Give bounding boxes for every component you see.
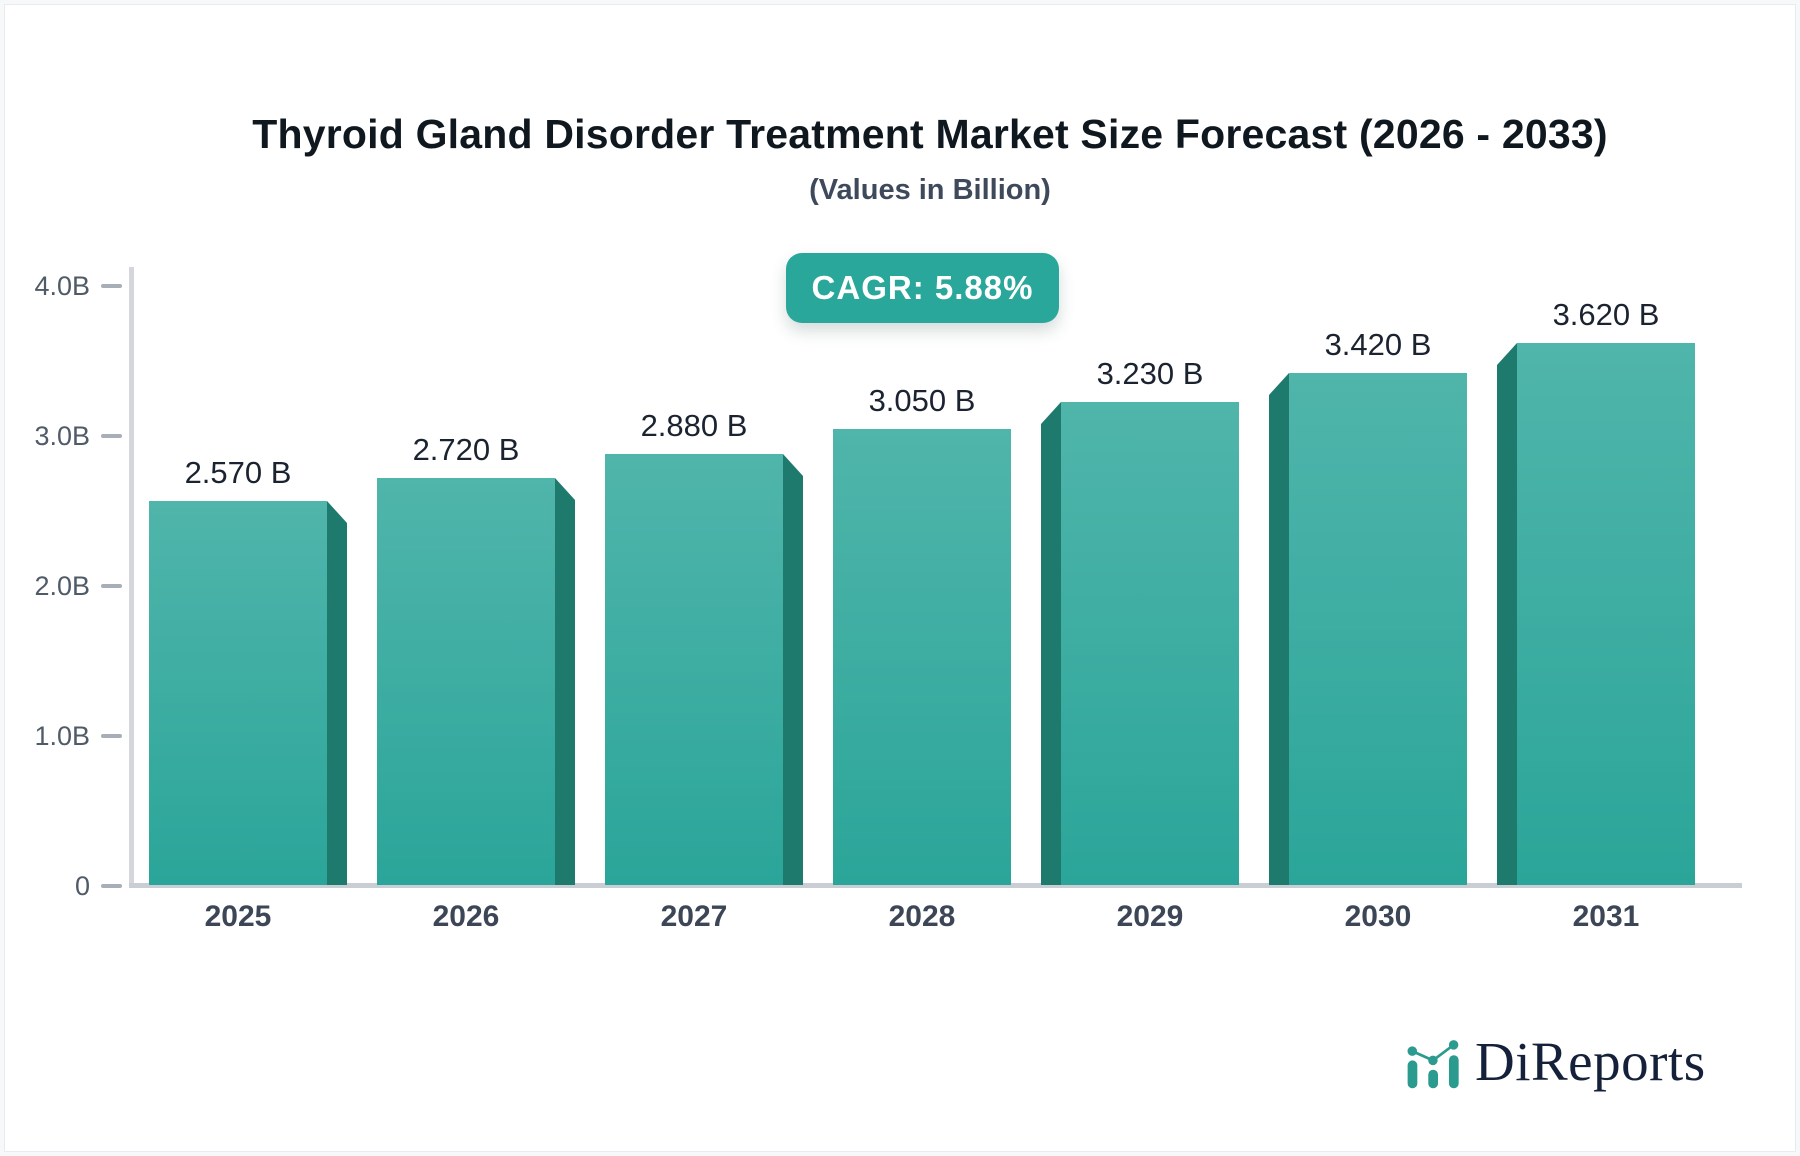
x-axis-tick-label: 2026 bbox=[432, 900, 500, 933]
chart-subtitle: (Values in Billion) bbox=[809, 174, 1051, 206]
x-axis-tick-label: 2027 bbox=[660, 900, 728, 933]
x-axis-tick-label: 2031 bbox=[1572, 900, 1640, 933]
y-axis-tick-mark bbox=[101, 884, 122, 888]
bar-3d-side bbox=[1497, 343, 1517, 885]
bar-value-label: 3.230 B bbox=[1096, 356, 1204, 391]
bar-value-label: 3.620 B bbox=[1552, 297, 1660, 332]
bar-3d-side bbox=[1041, 402, 1061, 885]
bar-value-label: 2.880 B bbox=[640, 408, 748, 443]
x-axis-line bbox=[129, 883, 1742, 888]
bar-3d-side bbox=[1269, 373, 1289, 885]
bar bbox=[833, 429, 1011, 885]
y-axis-tick-label: 0 bbox=[74, 871, 90, 901]
bar-3d-side bbox=[783, 454, 803, 885]
y-axis-line bbox=[129, 267, 134, 888]
x-axis-tick-label: 2025 bbox=[204, 900, 272, 933]
bar-value-label: 3.050 B bbox=[868, 383, 976, 418]
brand-logo-text: DiReports bbox=[1475, 1031, 1706, 1092]
brand-logo: DiReports bbox=[1404, 1030, 1706, 1090]
bar-value-label: 2.570 B bbox=[184, 455, 292, 490]
x-axis-tick-label: 2028 bbox=[888, 900, 956, 933]
chart-title: Thyroid Gland Disorder Treatment Market … bbox=[252, 111, 1608, 157]
bar bbox=[605, 454, 783, 885]
y-axis-tick-label: 4.0B bbox=[34, 271, 90, 301]
x-axis-tick-label: 2030 bbox=[1344, 900, 1412, 933]
brand-logo-chart-icon bbox=[1407, 1040, 1459, 1089]
y-axis-tick-mark bbox=[101, 734, 122, 738]
bar-value-label: 3.420 B bbox=[1324, 327, 1432, 362]
bar-value-label: 2.720 B bbox=[412, 432, 520, 467]
bar bbox=[149, 501, 327, 885]
x-axis-tick-label: 2029 bbox=[1116, 900, 1184, 933]
bar bbox=[1289, 373, 1467, 885]
y-axis-tick-mark bbox=[101, 434, 122, 438]
y-axis-tick-mark bbox=[101, 584, 122, 588]
bar bbox=[1517, 343, 1695, 885]
y-axis-tick-label: 2.0B bbox=[34, 571, 90, 601]
bar bbox=[377, 478, 555, 885]
y-axis-tick-label: 3.0B bbox=[34, 421, 90, 451]
bar bbox=[1061, 402, 1239, 885]
cagr-badge: CAGR: 5.88% bbox=[786, 253, 1059, 323]
y-axis-tick-label: 1.0B bbox=[34, 721, 90, 751]
bar-3d-side bbox=[555, 478, 575, 885]
y-axis-tick-mark bbox=[101, 284, 122, 288]
bar-3d-side bbox=[327, 501, 347, 885]
